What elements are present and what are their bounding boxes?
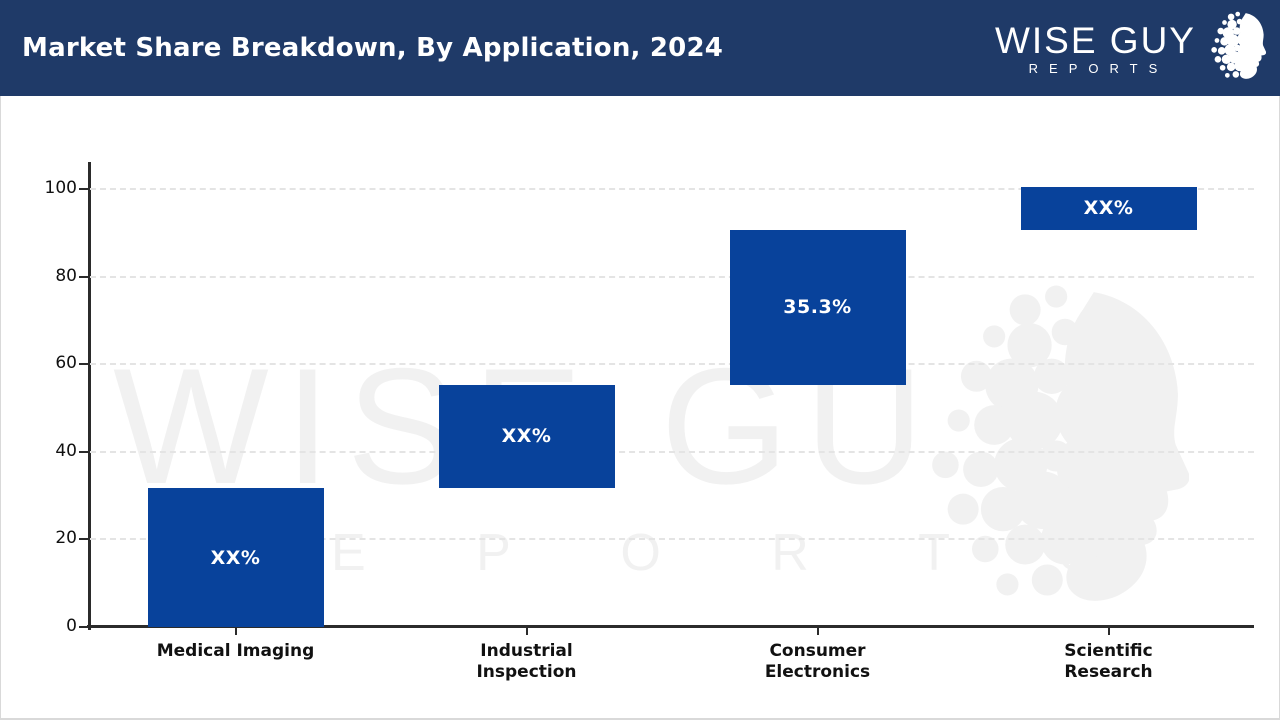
gridline-100 (90, 188, 1254, 190)
logo-subtitle: REPORTS (1028, 60, 1169, 76)
y-tick-40 (79, 450, 88, 453)
y-tick-60 (79, 363, 88, 366)
chart-title: Market Share Breakdown, By Application, … (22, 33, 724, 63)
category-label-1: Medical Imaging (156, 641, 315, 661)
x-axis-line (87, 625, 1254, 628)
bar-value-label: 35.3% (783, 296, 852, 319)
y-tick-20 (79, 538, 88, 541)
wiseguy-head-icon (1200, 10, 1266, 86)
bar-1: XX% (147, 488, 324, 627)
bar-4: XX% (1020, 186, 1197, 231)
plot-area: WISE GU R E P O R T S 0 20 40 60 80 100 XX% Med… (0, 96, 1280, 720)
y-tick-label-80: 80 (55, 265, 77, 286)
x-tick-2 (525, 628, 528, 635)
y-axis-line (88, 162, 91, 630)
watermark-line1: WISE GU (113, 334, 941, 518)
bar-2: XX% (438, 384, 615, 489)
bar-3: 35.3% (729, 230, 906, 385)
x-tick-3 (816, 628, 819, 635)
category-label-2: Industrial Inspection (476, 641, 577, 682)
y-tick-label-40: 40 (55, 440, 77, 461)
y-tick-label-0: 0 (66, 616, 77, 636)
bar-value-label: XX% (210, 546, 261, 569)
gridline-40 (90, 450, 1254, 453)
y-tick-label-20: 20 (55, 528, 77, 549)
gridline-60 (90, 363, 1254, 366)
bar-value-label: XX% (1083, 197, 1134, 220)
y-tick-0 (79, 626, 88, 628)
x-tick-1 (234, 628, 237, 635)
logo-title: WISE GUY (994, 19, 1196, 61)
header-bar: Market Share Breakdown, By Application, … (0, 0, 1280, 96)
logo-wordmark: WISE GUY REPORTS (995, 22, 1196, 75)
y-tick-100 (79, 188, 88, 190)
category-label-4: Scientific Research (1064, 641, 1153, 682)
category-label-3: Consumer Electronics (764, 641, 871, 682)
y-tick-label-100: 100 (44, 178, 77, 198)
brand-logo: WISE GUY REPORTS (995, 8, 1266, 88)
x-tick-4 (1107, 628, 1110, 635)
gridline-80 (90, 275, 1254, 278)
watermark-head-icon (879, 216, 1189, 696)
bar-value-label: XX% (501, 425, 552, 448)
gridline-20 (90, 538, 1254, 541)
y-tick-80 (79, 275, 88, 278)
y-tick-label-60: 60 (55, 353, 77, 374)
